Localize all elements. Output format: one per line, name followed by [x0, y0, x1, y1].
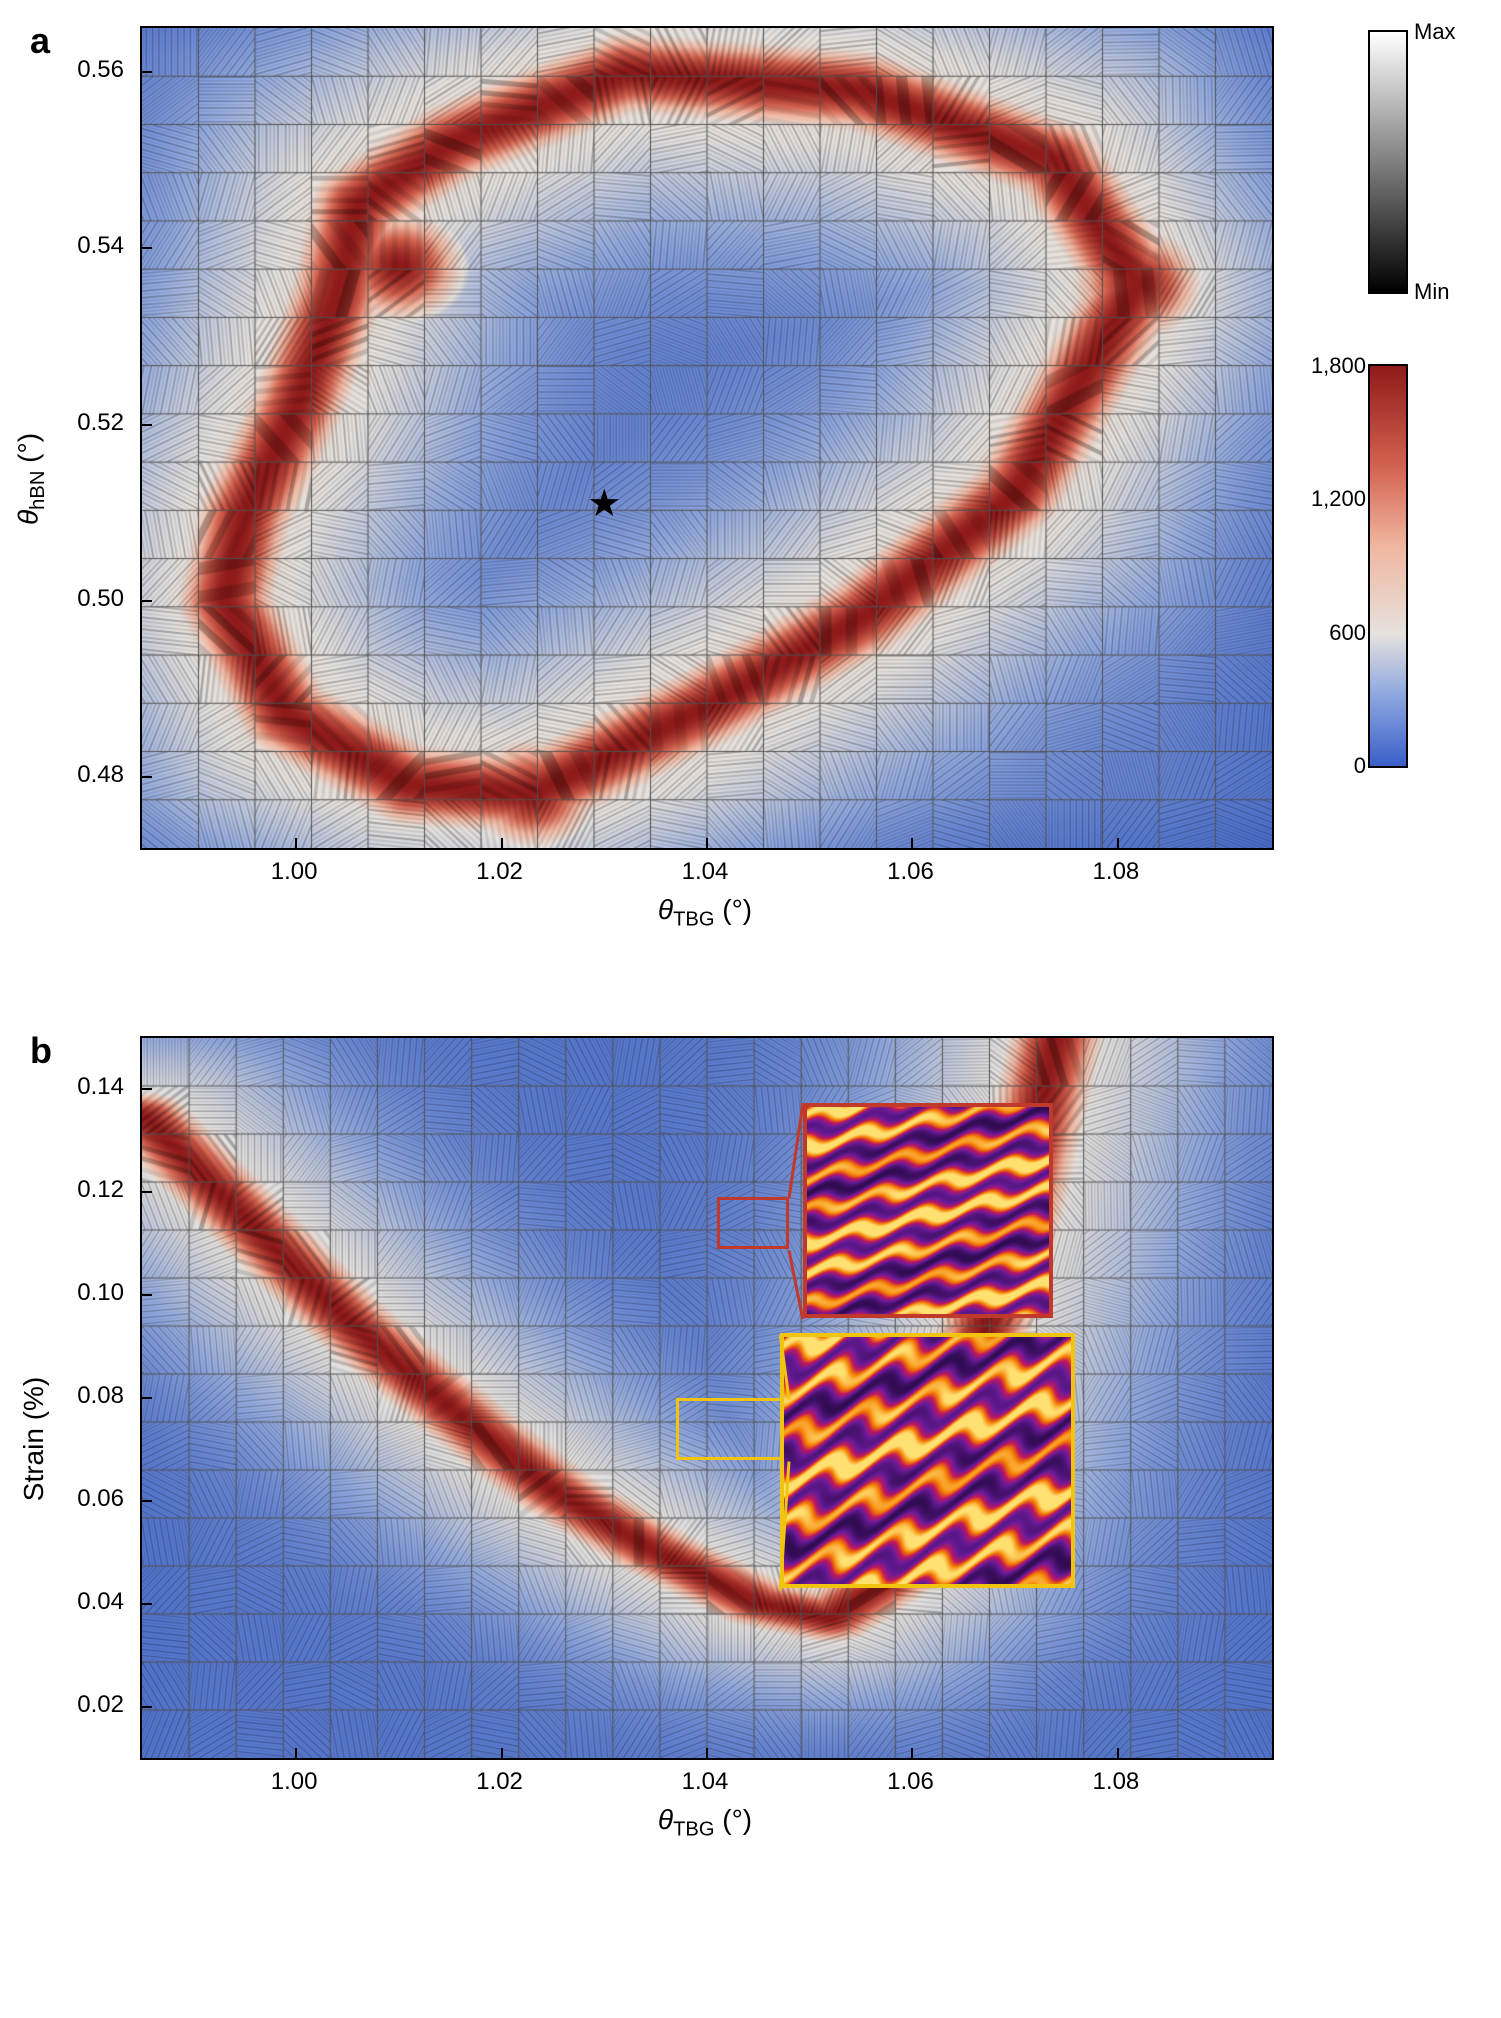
- ytick-label: 0.48: [52, 761, 124, 789]
- inset-red-canvas: [807, 1107, 1049, 1314]
- ytick-label: 0.54: [52, 232, 124, 260]
- xtick-label: 1.08: [1093, 858, 1140, 886]
- ytick-label: 0.10: [52, 1279, 124, 1307]
- xtick-label: 1.06: [887, 1768, 934, 1796]
- ytick-label: 0.08: [52, 1382, 124, 1410]
- cbar-per-tick: 0: [1300, 753, 1366, 779]
- cbar-per-tick: 600: [1300, 620, 1366, 646]
- panel-a-label: a: [30, 20, 50, 62]
- inset-yellow: [780, 1333, 1075, 1588]
- cbar-vpot-max: Max: [1414, 19, 1474, 45]
- xtick-label: 1.00: [271, 1768, 318, 1796]
- xtick-label: 1.04: [682, 858, 729, 886]
- ytick-label: 0.50: [52, 585, 124, 613]
- ytick-label: 0.06: [52, 1485, 124, 1513]
- inset-yellow-canvas: [784, 1337, 1071, 1584]
- cbar-vpot-min: Min: [1414, 279, 1474, 305]
- ytick-label: 0.52: [52, 409, 124, 437]
- colorbar-vpot: Max Min Vpot (a.u.): [1368, 30, 1408, 294]
- panel-b-label: b: [30, 1030, 52, 1072]
- panel-b-ylabel: Strain (%): [18, 1377, 50, 1501]
- panel-a-plot: ★: [140, 26, 1274, 850]
- inset-source-box: [717, 1197, 789, 1248]
- ytick-label: 0.14: [52, 1073, 124, 1101]
- xtick-label: 1.00: [271, 858, 318, 886]
- panel-a-overlay-canvas: [142, 28, 1272, 848]
- panel-a-ylabel: θhBN (°): [12, 433, 50, 525]
- star-marker: ★: [587, 485, 621, 523]
- cbar-per-tick: 1,800: [1300, 353, 1366, 379]
- xtick-label: 1.06: [887, 858, 934, 886]
- colorbar-periodicity: Max. periodicity (nm) 06001,2001,800: [1368, 364, 1408, 768]
- inset-red: [803, 1103, 1053, 1318]
- panel-a: a θhBN (°) ★ θTBG (°) 1.001.021.041.061.…: [30, 20, 1471, 1020]
- panel-a-xlabel: θTBG (°): [140, 894, 1270, 932]
- panel-a-plot-wrap: θhBN (°) ★ θTBG (°) 1.001.021.041.061.08…: [140, 26, 1274, 932]
- xtick-label: 1.08: [1093, 1768, 1140, 1796]
- ytick-label: 0.04: [52, 1588, 124, 1616]
- xtick-label: 1.02: [476, 1768, 523, 1796]
- panel-b: b Strain (%) θTBG (°) 1.001.021.041.061.…: [30, 1030, 1471, 1842]
- ytick-label: 0.12: [52, 1176, 124, 1204]
- panel-b-plot: [140, 1036, 1274, 1760]
- cbar-per-tick: 1,200: [1300, 486, 1366, 512]
- ytick-label: 0.56: [52, 56, 124, 84]
- colorbars: Max Min Vpot (a.u.) Max. periodicity (nm…: [1298, 26, 1408, 768]
- inset-source-box: [676, 1398, 789, 1460]
- panel-b-xlabel: θTBG (°): [140, 1804, 1270, 1842]
- ytick-label: 0.02: [52, 1691, 124, 1719]
- xtick-label: 1.04: [682, 1768, 729, 1796]
- panel-b-plot-wrap: Strain (%) θTBG (°) 1.001.021.041.061.08…: [140, 1036, 1274, 1842]
- xtick-label: 1.02: [476, 858, 523, 886]
